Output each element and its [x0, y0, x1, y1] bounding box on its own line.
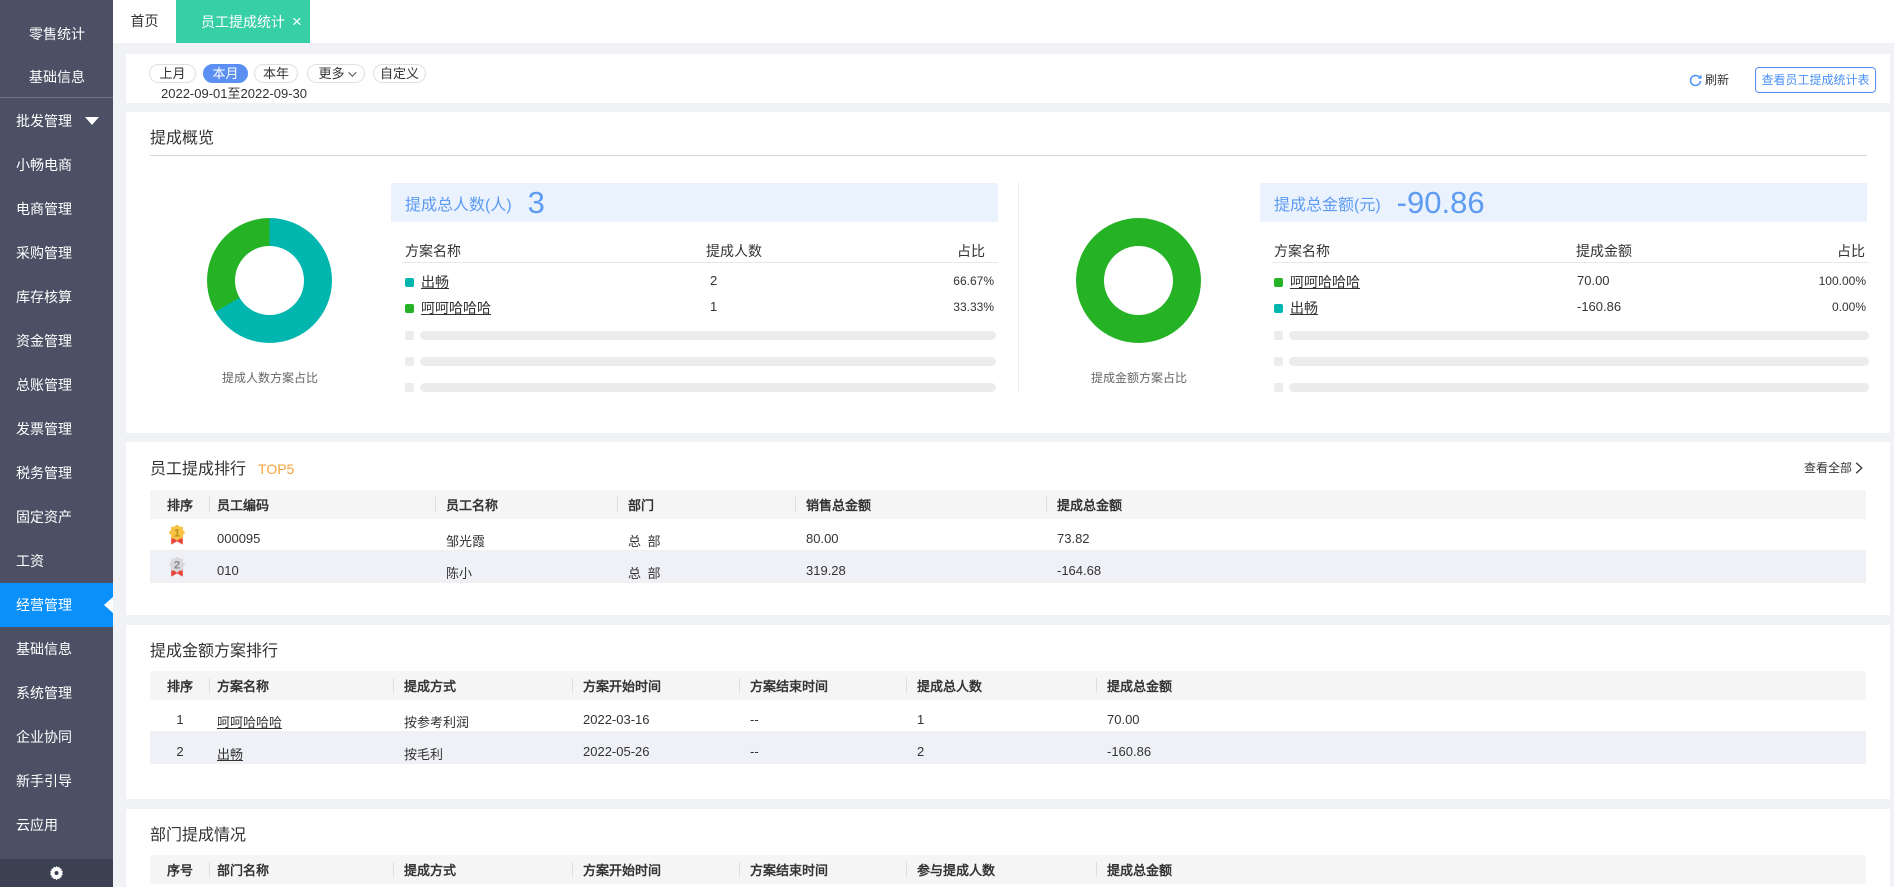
- svg-text:2: 2: [174, 560, 180, 572]
- svg-text:1: 1: [174, 528, 180, 540]
